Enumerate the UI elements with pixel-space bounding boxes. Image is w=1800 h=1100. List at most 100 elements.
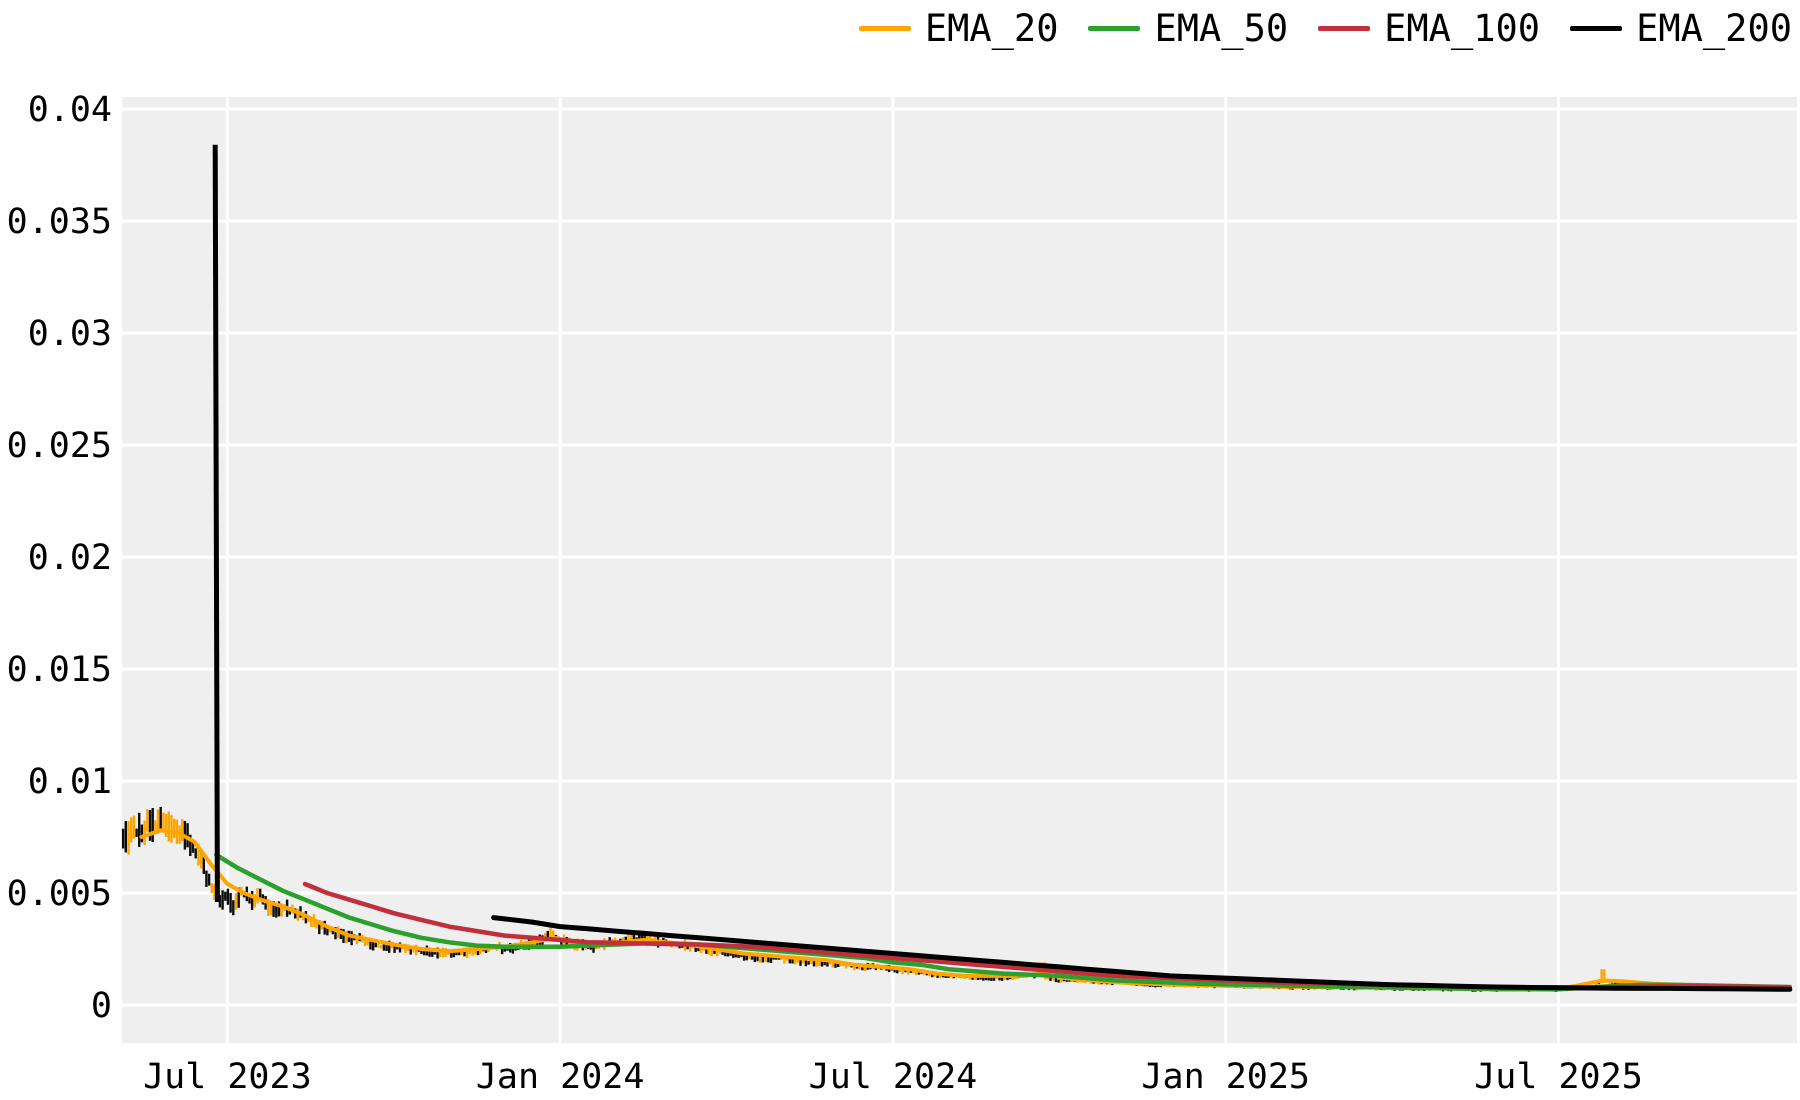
price-bar [788,958,791,964]
y-tick-label: 0.025 [7,426,112,466]
price-bar [186,823,189,848]
price-bar [385,942,388,951]
price-bar [1054,976,1058,983]
price-bar [732,952,735,958]
price-bar [630,932,633,942]
price-bar [154,820,157,834]
price-bar [742,954,746,961]
price-bar [449,950,453,958]
price-bar [173,818,176,839]
price-bar [837,962,840,967]
price-bar [452,951,455,958]
price-bar [745,953,748,961]
price-bar [124,821,127,853]
price-bar [853,964,856,971]
y-tick-label: 0.03 [28,314,112,354]
price-bar [267,899,270,916]
price-bar [269,900,273,916]
price-bar [342,929,345,943]
price-bar [326,926,329,936]
price-bar [764,953,767,962]
y-tick-label: 0.01 [28,762,112,802]
legend-label: EMA_50 [1154,7,1289,50]
price-bar [794,957,797,965]
price-bar [396,946,399,950]
price-bar [234,893,238,910]
price-bar [466,947,469,959]
x-tick-label: Jan 2024 [476,1057,645,1097]
y-tick-label: 0.02 [28,538,112,578]
price-bar [815,958,818,967]
price-bar [221,890,224,910]
ema-lines [139,144,1793,992]
x-tick-label: Jan 2025 [1141,1057,1310,1097]
price-bar [439,951,442,958]
y-tick-label: 0.04 [28,90,112,130]
price-bar [471,949,474,956]
price-bar [702,947,705,951]
price-bar [772,956,775,960]
price-bar [350,931,353,946]
price-bar [1600,969,1603,984]
price-bar [130,817,133,843]
price-bar [310,918,313,927]
legend-item-ema_100: EMA_100 [1318,10,1540,47]
price-bar [433,950,437,955]
price-bar [159,807,162,833]
price-bar [328,928,332,933]
price-bar [990,976,993,981]
price-bar [713,949,716,954]
price-bar [412,947,415,953]
price-bar [323,920,326,935]
price-bar [812,958,816,967]
price-bar [318,920,321,935]
price-bar [237,887,240,908]
price-bar [748,953,751,960]
x-tick-label: Jul 2025 [1474,1057,1643,1097]
price-bar [802,959,805,964]
price-bar [210,883,213,894]
price-bar [256,888,259,904]
price-bar [761,953,765,963]
price-bar [632,933,636,944]
price-bar [162,812,165,832]
price-bar [170,815,173,843]
price-bar [127,821,130,855]
price-bar [640,931,644,941]
price-bar [931,972,934,978]
plot-background [122,97,1797,1043]
y-tick-label: 0.005 [7,874,112,914]
price-bar [1049,976,1052,981]
legend-item-ema_50: EMA_50 [1088,10,1288,47]
price-bar [479,948,482,955]
price-bar [280,903,283,917]
y-tick-label: 0.035 [7,202,112,242]
legend-swatch-ema_100 [1318,26,1371,31]
price-bar [409,947,412,955]
price-bar [500,946,504,955]
price-bar [724,949,727,957]
price-bar [917,971,920,975]
price-bar [544,933,547,939]
price-bar [226,888,230,905]
price-bar [213,884,216,900]
price-bar [503,947,506,952]
price-bar [1052,977,1055,981]
price-bar [791,957,794,964]
price-bar [767,955,770,963]
price-bar [1046,976,1049,980]
price-bar [363,940,367,947]
price-bar [1011,976,1015,980]
price-bar [460,950,463,955]
price-bar [428,947,431,957]
price-bar [707,946,711,955]
price-bar [393,943,396,953]
price-bar [135,828,138,838]
legend-label: EMA_20 [924,7,1059,50]
price-bar [474,950,477,955]
price-bar [939,974,942,978]
price-bar [861,964,864,971]
price-bar [810,959,813,964]
price-bar [627,934,630,944]
